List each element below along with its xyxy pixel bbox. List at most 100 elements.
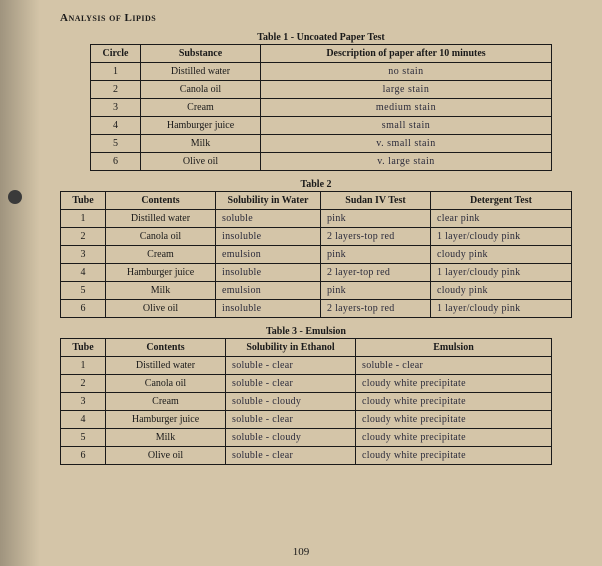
cell-detergent: 1 layer/cloudy pink <box>431 300 572 318</box>
th-solubility-ethanol: Solubility in Ethanol <box>226 339 356 357</box>
table-row: 4Hamburger juicesoluble - clearcloudy wh… <box>61 411 552 429</box>
cell-sudan: pink <box>321 246 431 264</box>
table-row: 6Olive oilinsoluble2 layers-top red1 lay… <box>61 300 572 318</box>
cell-desc: medium stain <box>261 99 552 117</box>
table-row: 5Milkv. small stain <box>91 135 552 153</box>
th-contents: Contents <box>106 192 216 210</box>
cell-contents: Distilled water <box>106 210 216 228</box>
cell-solubility: insoluble <box>216 264 321 282</box>
cell-num: 5 <box>91 135 141 153</box>
cell-sudan: pink <box>321 282 431 300</box>
cell-emulsion: cloudy white precipitate <box>356 375 552 393</box>
cell-contents: Canola oil <box>106 228 216 246</box>
cell-num: 1 <box>61 357 106 375</box>
table-row: 5Milksoluble - cloudycloudy white precip… <box>61 429 552 447</box>
table-row: 2Canola oilinsoluble2 layers-top red1 la… <box>61 228 572 246</box>
cell-solubility: soluble <box>216 210 321 228</box>
page-title: Analysis of Lipids <box>60 12 572 24</box>
th-desc: Description of paper after 10 minutes <box>261 45 552 63</box>
cell-num: 6 <box>61 447 106 465</box>
table-row: 3Creamsoluble - cloudycloudy white preci… <box>61 393 552 411</box>
table1: Circle Substance Description of paper af… <box>90 44 552 171</box>
table2-wrap: Table 2 Tube Contents Solubility in Wate… <box>60 179 572 318</box>
cell-detergent: cloudy pink <box>431 246 572 264</box>
cell-contents: Milk <box>106 429 226 447</box>
cell-emulsion: soluble - clear <box>356 357 552 375</box>
table-row: 2Canola oilsoluble - clearcloudy white p… <box>61 375 552 393</box>
cell-contents: Milk <box>106 282 216 300</box>
cell-contents: Canola oil <box>106 375 226 393</box>
cell-solubility: insoluble <box>216 228 321 246</box>
th-substance: Substance <box>141 45 261 63</box>
cell-substance: Hamburger juice <box>141 117 261 135</box>
cell-sudan: 2 layers-top red <box>321 300 431 318</box>
cell-desc: v. large stain <box>261 153 552 171</box>
table-row: 5Milkemulsionpinkcloudy pink <box>61 282 572 300</box>
table2-title: Table 2 <box>60 179 572 190</box>
cell-detergent: 1 layer/cloudy pink <box>431 264 572 282</box>
cell-sol-ethanol: soluble - cloudy <box>226 393 356 411</box>
table-row: 6Olive oilsoluble - clearcloudy white pr… <box>61 447 552 465</box>
table-row: 6Olive oilv. large stain <box>91 153 552 171</box>
cell-detergent: clear pink <box>431 210 572 228</box>
cell-desc: large stain <box>261 81 552 99</box>
cell-num: 2 <box>61 228 106 246</box>
table-row: 4Hamburger juiceinsoluble2 layer-top red… <box>61 264 572 282</box>
cell-substance: Cream <box>141 99 261 117</box>
cell-sol-ethanol: soluble - clear <box>226 357 356 375</box>
table-row: 3Creammedium stain <box>91 99 552 117</box>
punch-hole <box>8 190 22 204</box>
cell-sudan: 2 layers-top red <box>321 228 431 246</box>
table-row: 1Distilled watersolublepinkclear pink <box>61 210 572 228</box>
cell-num: 5 <box>61 429 106 447</box>
cell-substance: Distilled water <box>141 63 261 81</box>
page-shadow <box>0 0 40 566</box>
cell-solubility: emulsion <box>216 246 321 264</box>
table3: Tube Contents Solubility in Ethanol Emul… <box>60 338 552 465</box>
cell-num: 2 <box>91 81 141 99</box>
table-row: 4Hamburger juicesmall stain <box>91 117 552 135</box>
cell-sudan: pink <box>321 210 431 228</box>
table-row: 1Distilled watersoluble - clearsoluble -… <box>61 357 552 375</box>
th-tube: Tube <box>61 339 106 357</box>
th-solubility: Solubility in Water <box>216 192 321 210</box>
table-header-row: Circle Substance Description of paper af… <box>91 45 552 63</box>
cell-num: 5 <box>61 282 106 300</box>
th-emulsion: Emulsion <box>356 339 552 357</box>
table2: Tube Contents Solubility in Water Sudan … <box>60 191 572 318</box>
cell-detergent: cloudy pink <box>431 282 572 300</box>
cell-sudan: 2 layer-top red <box>321 264 431 282</box>
table-header-row: Tube Contents Solubility in Water Sudan … <box>61 192 572 210</box>
table1-wrap: Table 1 - Uncoated Paper Test Circle Sub… <box>60 32 572 171</box>
table-row: 1Distilled waterno stain <box>91 63 552 81</box>
cell-contents: Hamburger juice <box>106 411 226 429</box>
table3-wrap: Table 3 - Emulsion Tube Contents Solubil… <box>60 326 572 465</box>
th-tube: Tube <box>61 192 106 210</box>
table1-title: Table 1 - Uncoated Paper Test <box>90 32 552 43</box>
cell-substance: Milk <box>141 135 261 153</box>
cell-num: 4 <box>61 411 106 429</box>
cell-emulsion: cloudy white precipitate <box>356 429 552 447</box>
cell-desc: small stain <box>261 117 552 135</box>
th-contents: Contents <box>106 339 226 357</box>
th-sudan: Sudan IV Test <box>321 192 431 210</box>
cell-contents: Olive oil <box>106 447 226 465</box>
cell-num: 1 <box>91 63 141 81</box>
cell-num: 4 <box>61 264 106 282</box>
cell-solubility: emulsion <box>216 282 321 300</box>
cell-emulsion: cloudy white precipitate <box>356 393 552 411</box>
cell-num: 3 <box>61 393 106 411</box>
cell-contents: Cream <box>106 246 216 264</box>
th-circle: Circle <box>91 45 141 63</box>
cell-sol-ethanol: soluble - clear <box>226 375 356 393</box>
table3-title: Table 3 - Emulsion <box>60 326 552 337</box>
cell-emulsion: cloudy white precipitate <box>356 447 552 465</box>
cell-sol-ethanol: soluble - clear <box>226 447 356 465</box>
page-number: 109 <box>293 546 310 558</box>
cell-sol-ethanol: soluble - clear <box>226 411 356 429</box>
cell-detergent: 1 layer/cloudy pink <box>431 228 572 246</box>
cell-contents: Distilled water <box>106 357 226 375</box>
table-row: 2Canola oillarge stain <box>91 81 552 99</box>
th-detergent: Detergent Test <box>431 192 572 210</box>
cell-contents: Cream <box>106 393 226 411</box>
